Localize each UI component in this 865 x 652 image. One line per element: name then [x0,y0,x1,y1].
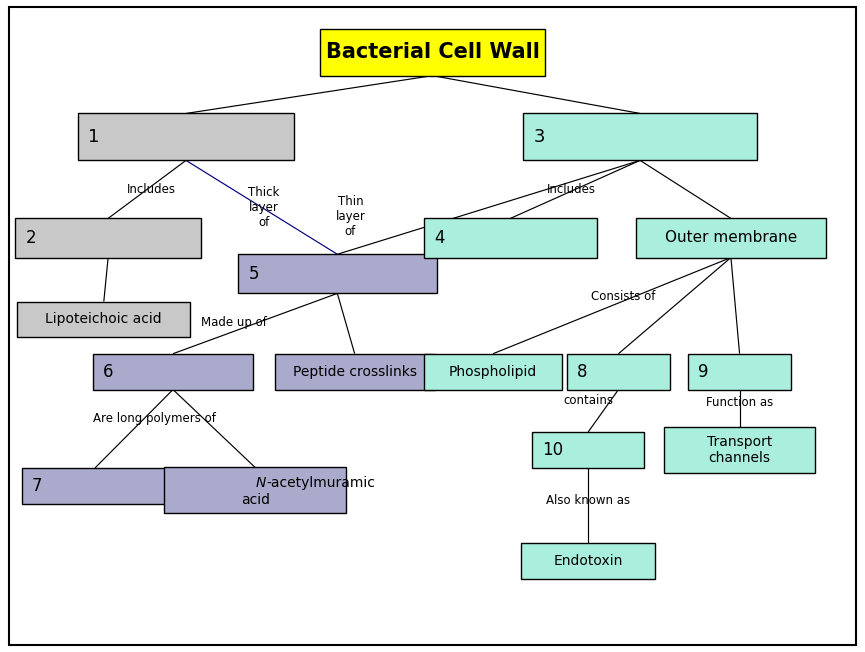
FancyBboxPatch shape [320,29,545,76]
FancyBboxPatch shape [523,113,757,160]
FancyBboxPatch shape [567,353,670,389]
Text: contains: contains [563,394,613,408]
Text: acid: acid [240,494,270,507]
Text: 7: 7 [32,477,42,495]
FancyBboxPatch shape [636,218,826,258]
Text: 5: 5 [248,265,259,283]
Text: -acetylmuramic: -acetylmuramic [266,477,375,490]
FancyBboxPatch shape [238,254,437,293]
Text: Includes: Includes [127,183,176,196]
Text: Thin
layer
of: Thin layer of [336,195,365,238]
FancyBboxPatch shape [424,353,562,389]
FancyBboxPatch shape [93,353,253,389]
FancyBboxPatch shape [22,468,169,503]
Text: Consists of: Consists of [591,290,655,303]
Text: Made up of: Made up of [201,316,266,329]
FancyBboxPatch shape [164,467,346,513]
FancyBboxPatch shape [16,218,201,258]
Text: Lipoteichoic acid: Lipoteichoic acid [46,312,162,327]
Text: Thick
layer
of: Thick layer of [248,186,279,229]
Text: 9: 9 [698,363,708,381]
Text: Includes: Includes [547,183,595,196]
FancyBboxPatch shape [17,301,190,338]
Text: Also known as: Also known as [546,494,631,507]
Text: N: N [255,477,266,490]
Text: 4: 4 [434,229,445,247]
Text: 8: 8 [577,363,587,381]
Text: 3: 3 [534,128,545,146]
FancyBboxPatch shape [275,353,434,389]
Text: Outer membrane: Outer membrane [665,230,797,246]
FancyBboxPatch shape [521,542,656,579]
Text: Transport
channels: Transport channels [707,435,772,465]
Text: 10: 10 [542,441,563,459]
FancyBboxPatch shape [688,353,791,389]
Text: 2: 2 [26,229,36,247]
Text: Are long polymers of: Are long polymers of [93,412,215,425]
Text: Bacterial Cell Wall: Bacterial Cell Wall [325,42,540,62]
Text: 6: 6 [104,363,114,381]
Text: Peptide crosslinks: Peptide crosslinks [292,364,417,379]
Text: Function as: Function as [706,396,773,409]
FancyBboxPatch shape [78,113,294,160]
FancyBboxPatch shape [664,427,815,473]
FancyBboxPatch shape [532,432,644,468]
Text: 1: 1 [88,128,99,146]
Text: Phospholipid: Phospholipid [449,364,537,379]
Text: Endotoxin: Endotoxin [554,554,623,568]
FancyBboxPatch shape [424,218,597,258]
